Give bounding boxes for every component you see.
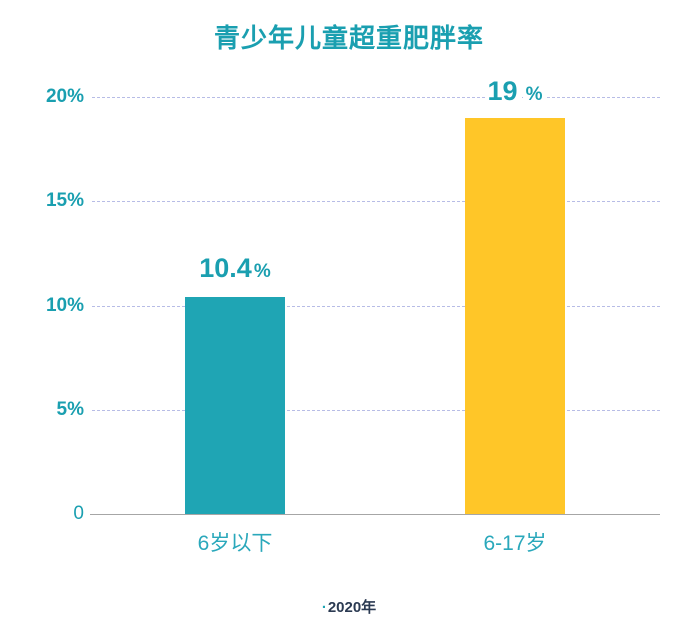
y-axis-tick-20: 20% — [45, 86, 84, 107]
gridline-15 — [92, 201, 660, 202]
bar-under-6[interactable] — [185, 297, 285, 514]
x-axis-line — [90, 514, 660, 515]
x-axis-category-under-6: 6岁以下 — [197, 532, 273, 555]
chart-title: 青少年儿童超重肥胖率 — [213, 23, 484, 53]
y-axis-tick-5: 5% — [56, 399, 84, 420]
y-axis-tick-0: 0 — [73, 503, 84, 524]
value-unit-6-to-17: % — [522, 84, 546, 105]
value-number-under-6: 10.4 — [199, 253, 252, 283]
y-axis-tick-10: 10% — [45, 295, 84, 316]
footnote-text: 2020年 — [327, 599, 377, 616]
gridline-5 — [92, 410, 660, 411]
x-axis-category-6-to-17: 6-17岁 — [483, 532, 547, 555]
value-label-6-to-17: 19% — [415, 76, 615, 106]
value-unit-under-6: % — [253, 261, 271, 282]
footnote-bullet-icon: · — [321, 599, 327, 616]
value-label-under-6: 10.4% — [135, 255, 335, 282]
value-number-6-to-17: 19 — [484, 76, 521, 106]
chart-footnote: ·2020年 — [0, 596, 698, 617]
bar-6-to-17[interactable] — [465, 118, 565, 514]
gridline-10 — [92, 306, 660, 307]
gridline-20 — [92, 97, 660, 98]
y-axis-tick-15: 15% — [45, 190, 84, 211]
